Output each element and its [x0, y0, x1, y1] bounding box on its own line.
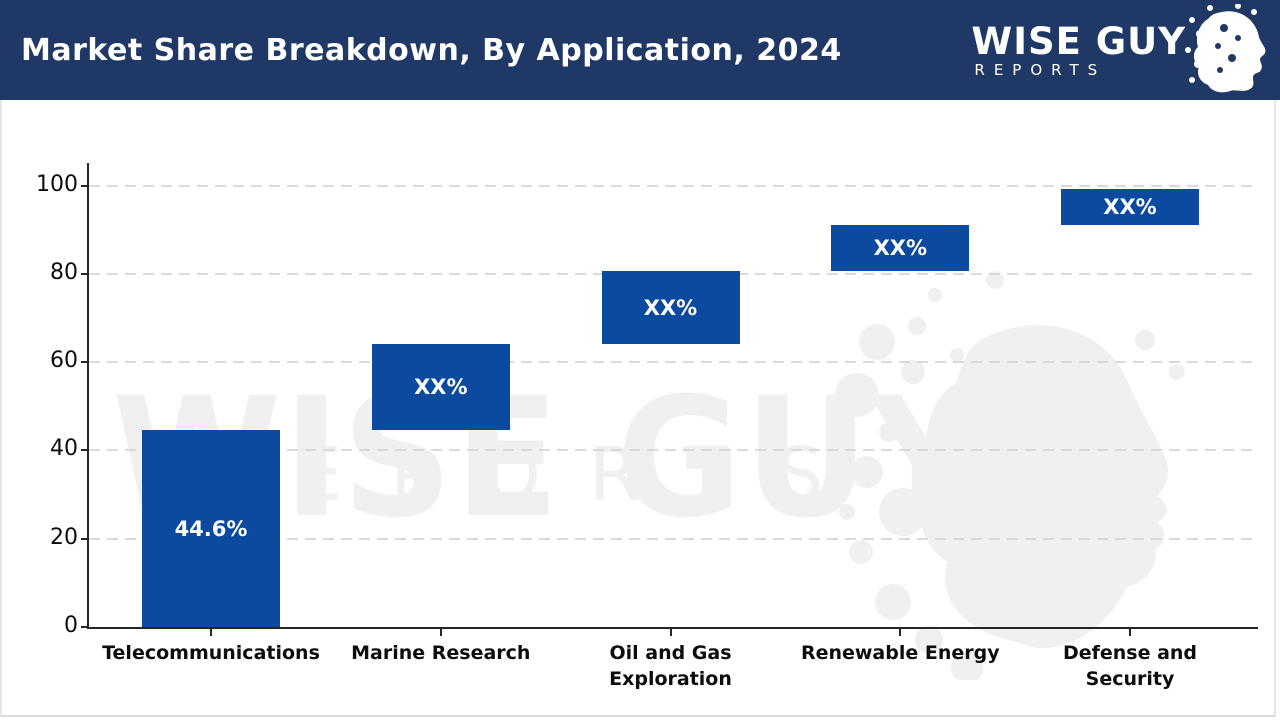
y-tick-mark — [81, 537, 89, 540]
y-tick-label: 20 — [50, 524, 78, 550]
y-tick-label: 40 — [50, 436, 78, 462]
y-tick-mark — [81, 626, 89, 628]
gridline-100 — [89, 184, 1258, 187]
x-category-label: Marine Research — [351, 642, 531, 664]
bar-marine-research: XX% — [371, 344, 510, 431]
bar-renewable-energy: XX% — [831, 225, 970, 271]
gridline-60 — [89, 361, 1258, 364]
y-tick-label: 0 — [64, 613, 78, 638]
y-tick-mark — [81, 361, 89, 364]
x-tick-mark — [669, 629, 672, 636]
x-category-label: Oil and Gas Exploration — [609, 642, 732, 690]
logo-reports-label: REPORTS — [974, 60, 1107, 79]
bar-value-label: XX% — [873, 235, 928, 260]
y-tick-label: 80 — [50, 259, 78, 285]
logo-text: WISE GUY REPORTS — [971, 23, 1186, 78]
watermark-head-icon — [835, 271, 1185, 680]
bar-value-label: 44.6% — [174, 516, 248, 541]
y-tick-label: 60 — [50, 348, 78, 374]
bar-telecommunications: 44.6% — [142, 430, 280, 627]
watermark: WISE GUY REPORTS — [0, 100, 1280, 720]
x-category-label: Renewable Energy — [800, 642, 1000, 664]
bar-value-label: XX% — [643, 295, 698, 320]
x-category-label: Defense and Security — [1062, 642, 1198, 690]
logo-head-icon — [1185, 4, 1266, 93]
bar-value-label: XX% — [1103, 195, 1157, 220]
header: Market Share Breakdown, By Application, … — [0, 0, 1280, 100]
x-category-label: Telecommunications — [102, 642, 320, 664]
x-axis-line — [87, 627, 1258, 629]
y-tick-label: 100 — [36, 171, 78, 197]
x-tick-mark — [439, 629, 442, 636]
gridline-40 — [89, 449, 1258, 452]
y-axis-line — [87, 163, 89, 629]
y-tick-mark — [81, 272, 89, 275]
wise-guy-logo: WISE GUY REPORTS — [971, 4, 1272, 96]
y-tick-mark — [81, 184, 89, 187]
bar-oil-and-gas-exploration: XX% — [601, 270, 740, 345]
gridline-20 — [89, 537, 1258, 540]
y-tick-mark — [81, 449, 89, 452]
bar-defense-and-security: XX% — [1061, 189, 1199, 226]
watermark-reports-text: REPORTS — [196, 432, 872, 518]
logo-wiseguy-label: WISE GUY — [971, 19, 1186, 63]
x-tick-mark — [1129, 629, 1131, 636]
bar-value-label: XX% — [414, 375, 468, 400]
x-tick-mark — [210, 629, 212, 636]
x-tick-mark — [899, 629, 902, 636]
page-title: Market Share Breakdown, By Application, … — [21, 32, 842, 68]
